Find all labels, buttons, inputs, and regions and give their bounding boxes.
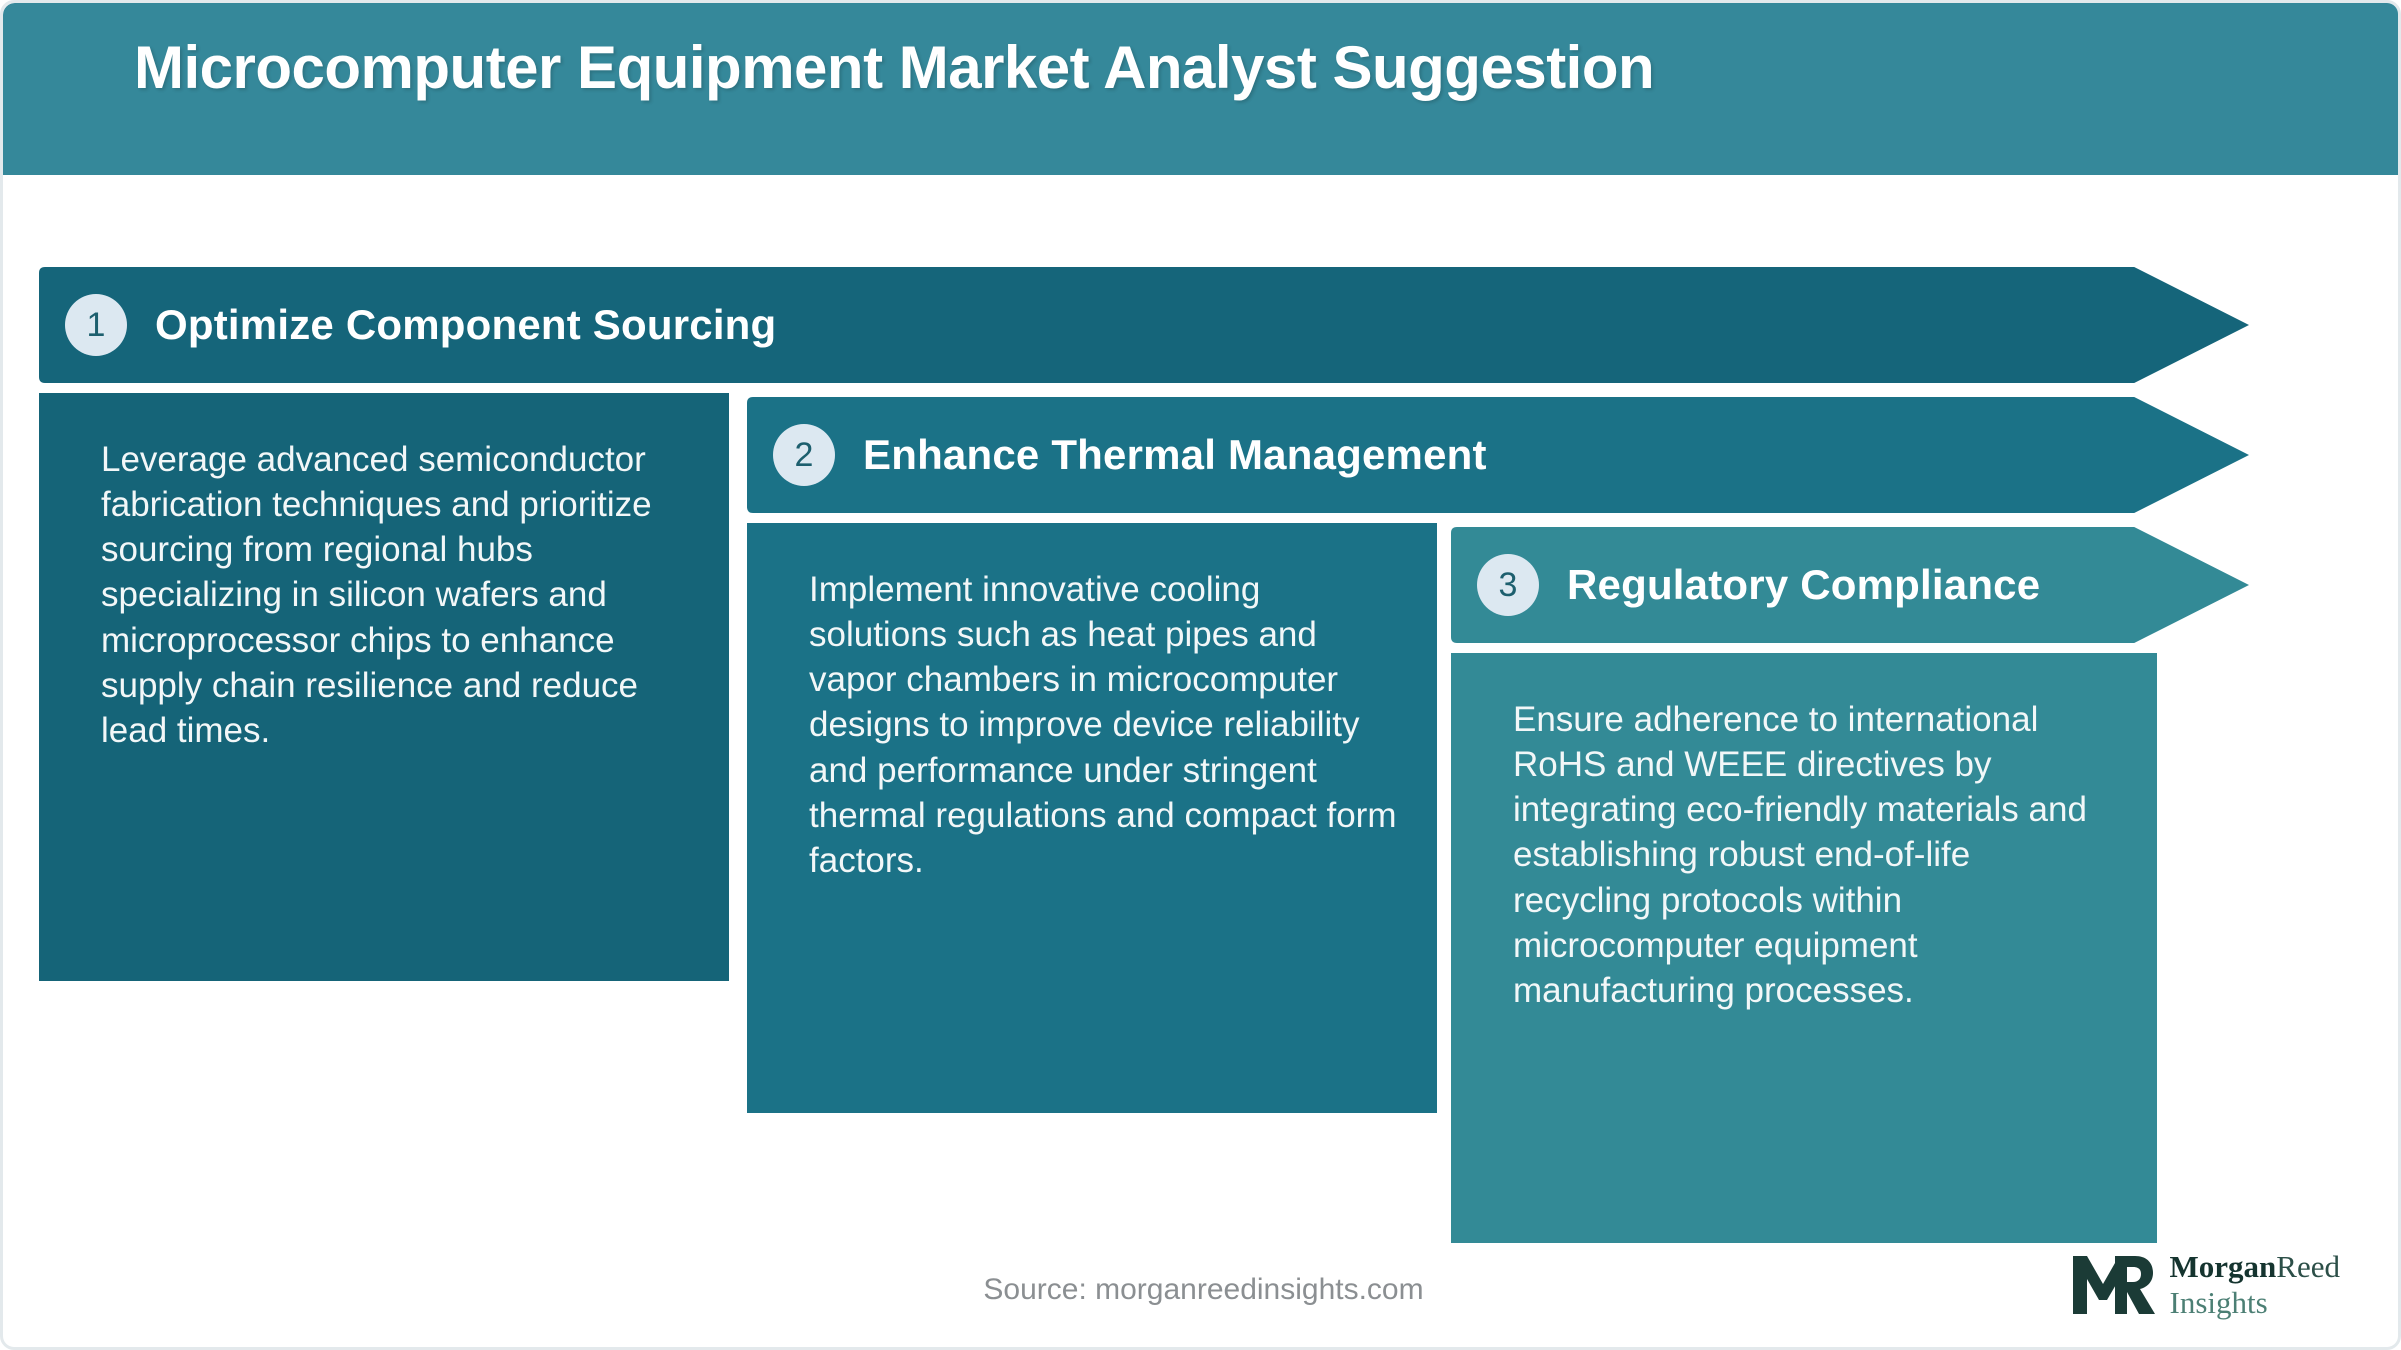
- mr-monogram-icon: [2072, 1255, 2155, 1314]
- step-banner-1[interactable]: 1 Optimize Component Sourcing: [39, 267, 2249, 383]
- step-body-1: Leverage advanced semiconductor fabricat…: [101, 440, 652, 750]
- step-title-2: Enhance Thermal Management: [863, 431, 1487, 478]
- morganreed-insights-logo: MorganReed Insights: [2071, 1251, 2340, 1318]
- logo-subtitle: Insights: [2169, 1285, 2268, 1320]
- step-banner-3-content: 3 Regulatory Compliance: [1451, 527, 2040, 643]
- step-title-3: Regulatory Compliance: [1567, 561, 2041, 608]
- step-body-3: Ensure adherence to international RoHS a…: [1513, 700, 2087, 1010]
- step-banner-2[interactable]: 2 Enhance Thermal Management: [747, 397, 2249, 513]
- step-banner-3[interactable]: 3 Regulatory Compliance: [1451, 527, 2249, 643]
- header-band: Microcomputer Equipment Market Analyst S…: [3, 3, 2398, 175]
- step-card-2: Implement innovative cooling solutions s…: [747, 523, 1437, 1113]
- step-number-badge-1: 1: [65, 294, 127, 356]
- step-banner-1-content: 1 Optimize Component Sourcing: [39, 267, 776, 383]
- logo-name-bold: Morgan: [2169, 1249, 2277, 1284]
- step-number-badge-2: 2: [773, 424, 835, 486]
- step-banner-2-content: 2 Enhance Thermal Management: [747, 397, 1487, 513]
- logo-wordmark: MorganReed Insights: [2170, 1251, 2340, 1318]
- step-body-2: Implement innovative cooling solutions s…: [809, 570, 1397, 880]
- arrow-right-shape-1: [39, 267, 2249, 383]
- arrow-right-shape-3: [1451, 527, 2249, 643]
- step-number-badge-3: 3: [1477, 554, 1539, 616]
- source-note: Source: morganreedinsights.com: [983, 1273, 1424, 1306]
- logo-name: MorganReed: [2170, 1251, 2340, 1282]
- logo-name-regular: Reed: [2276, 1249, 2340, 1284]
- step-card-3: Ensure adherence to international RoHS a…: [1451, 653, 2157, 1243]
- arrow-right-shape-2: [747, 397, 2249, 513]
- step-card-1: Leverage advanced semiconductor fabricat…: [39, 393, 729, 981]
- step-title-1: Optimize Component Sourcing: [155, 301, 777, 348]
- page-title: Microcomputer Equipment Market Analyst S…: [134, 34, 1655, 101]
